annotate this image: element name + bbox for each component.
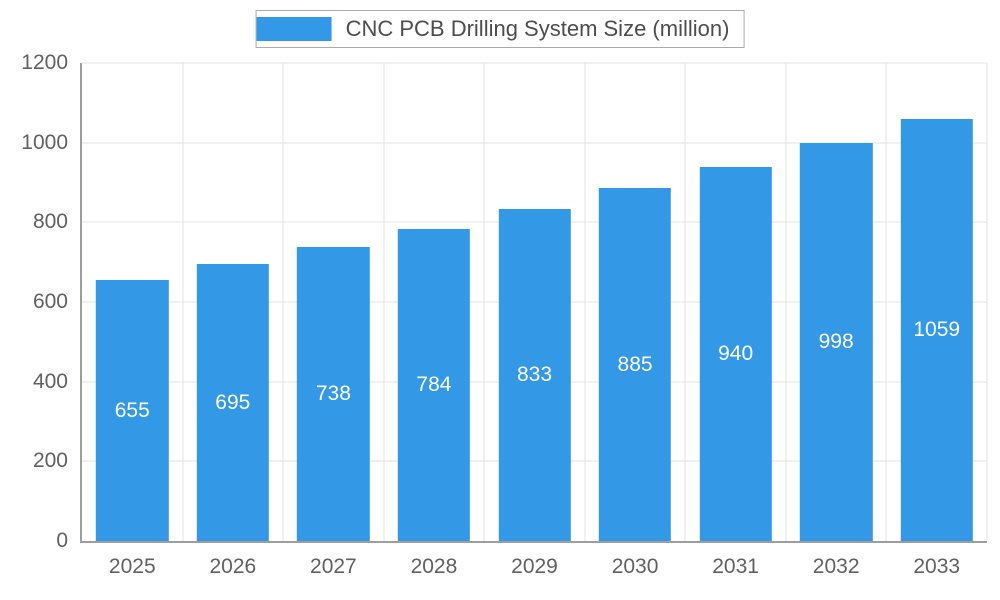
bar-2025: 655 (96, 280, 169, 541)
y-axis-tick-label: 400 (32, 369, 68, 393)
gridline-vertical (986, 63, 988, 541)
y-axis-tick-label: 600 (32, 290, 68, 313)
gridline-vertical (785, 63, 787, 541)
gridline-vertical (282, 63, 284, 541)
gridline-horizontal (82, 142, 987, 144)
bar-2031: 940 (699, 166, 772, 541)
bar-value-label: 1059 (913, 318, 961, 342)
legend-swatch-icon (256, 17, 332, 41)
gridline-vertical (885, 63, 887, 541)
x-axis-tick-label: 2030 (611, 555, 659, 578)
y-axis-tick-label: 800 (32, 210, 68, 234)
y-axis-tick-label: 1200 (21, 51, 68, 74)
legend-label: CNC PCB Drilling System Size (million) (345, 16, 730, 41)
chart-legend[interactable]: CNC PCB Drilling System Size (million) (255, 10, 745, 48)
x-axis-tick-label: 2028 (410, 555, 458, 578)
bar-value-label: 998 (818, 330, 854, 354)
y-axis-tick-label: 1000 (21, 130, 68, 154)
bar-2032: 998 (799, 143, 873, 541)
y-axis-tick-label: 200 (32, 449, 68, 473)
bar-value-label: 655 (114, 398, 150, 422)
x-axis-tick-label: 2025 (108, 555, 156, 578)
bar-value-label: 695 (215, 390, 251, 414)
bar-2033: 1059 (900, 119, 973, 541)
x-axis-tick-label: 2032 (812, 555, 860, 578)
gridline-horizontal (82, 62, 987, 64)
y-axis-tick-label: 0 (56, 529, 68, 552)
bar-2027: 738 (297, 247, 370, 541)
x-axis-tick-label: 2033 (913, 555, 961, 578)
bar-value-label: 784 (416, 372, 452, 396)
bar-value-label: 738 (315, 382, 351, 406)
bar-2026: 695 (196, 264, 270, 541)
bar-value-label: 885 (617, 352, 653, 376)
gridline-vertical (383, 63, 385, 541)
gridline-vertical (483, 63, 485, 541)
bar-value-label: 833 (516, 363, 553, 387)
gridline-vertical (684, 63, 686, 541)
gridline-vertical (584, 63, 586, 541)
plot-area: 0 200 400 600 800 1000 1200 655 2025 695 2026 738 20… (21, 51, 988, 578)
bar-2030: 885 (598, 188, 672, 541)
gridline-vertical (182, 63, 184, 541)
x-axis-tick-label: 2027 (310, 555, 357, 578)
x-axis-tick-label: 2029 (511, 555, 558, 578)
bar-value-label: 940 (718, 341, 754, 365)
bar-2029: 833 (498, 209, 571, 541)
x-axis-tick-label: 2031 (712, 555, 759, 578)
bar-2028: 784 (397, 228, 471, 541)
x-axis-tick-label: 2026 (209, 555, 257, 578)
